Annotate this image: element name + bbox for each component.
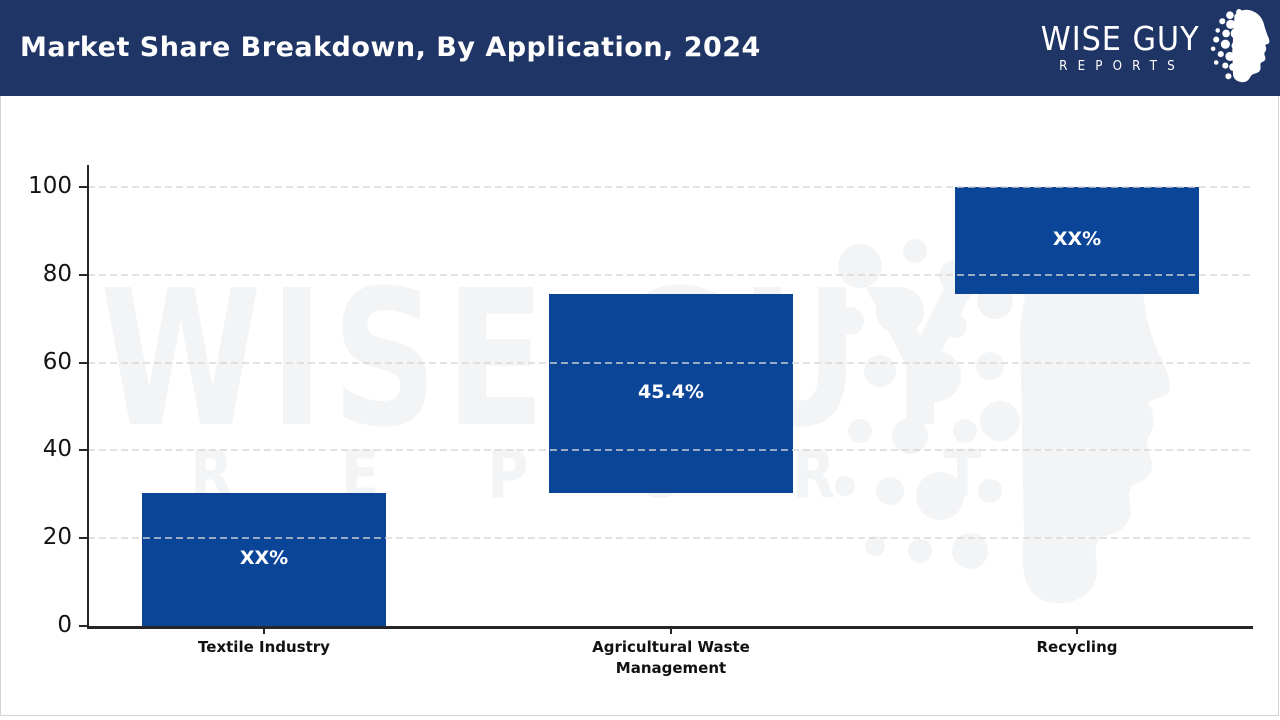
y-tick-label-40: 40: [42, 436, 72, 463]
chart-title: Market Share Breakdown, By Application, …: [20, 32, 761, 63]
y-tick-label-20: 20: [42, 524, 72, 551]
y-tick-label-80: 80: [42, 260, 72, 287]
y-tick-60: [79, 361, 88, 364]
x-category-label-1: Agricultural Waste Management: [592, 638, 750, 677]
watermark-wordmark: WISE GUY: [100, 250, 982, 469]
y-tick-label-60: 60: [42, 348, 72, 375]
gridline-80: [88, 273, 1253, 276]
wise-guy-reports-logo: WISE GUY REPORTS: [1027, 4, 1272, 92]
y-tick-0: [79, 625, 88, 627]
logo-subtitle: REPORTS: [1059, 59, 1186, 74]
y-axis-line: [87, 165, 89, 628]
gridline-40: [88, 449, 1253, 452]
header-bar: Market Share Breakdown, By Application, …: [0, 0, 1280, 96]
x-tick-0: [263, 626, 265, 634]
logo-text: WISE GUY REPORTS: [1041, 19, 1200, 75]
x-category-label-0: Textile Industry: [198, 638, 330, 656]
dotted-head-logo-icon: [1210, 9, 1270, 83]
y-tick-80: [79, 273, 88, 276]
logo-wordmark: WISE GUY: [1041, 19, 1200, 58]
bar-0: [142, 493, 386, 626]
y-tick-100: [79, 186, 88, 188]
bar-value-label-2: XX%: [1052, 227, 1102, 250]
y-tick-label-0: 0: [57, 612, 72, 638]
bar-1: [549, 294, 793, 494]
gridline-100: [88, 186, 1253, 188]
x-tick-2: [1076, 626, 1078, 634]
y-tick-20: [79, 537, 88, 540]
x-tick-1: [670, 626, 672, 634]
gridline-60: [88, 361, 1253, 364]
y-tick-40: [79, 449, 88, 452]
bar-value-label-1: 45.4%: [638, 380, 704, 403]
y-tick-label-100: 100: [28, 173, 72, 199]
gridline-20: [88, 537, 1253, 540]
bar-value-label-0: XX%: [239, 546, 289, 569]
x-category-label-2: Recycling: [1036, 638, 1118, 656]
